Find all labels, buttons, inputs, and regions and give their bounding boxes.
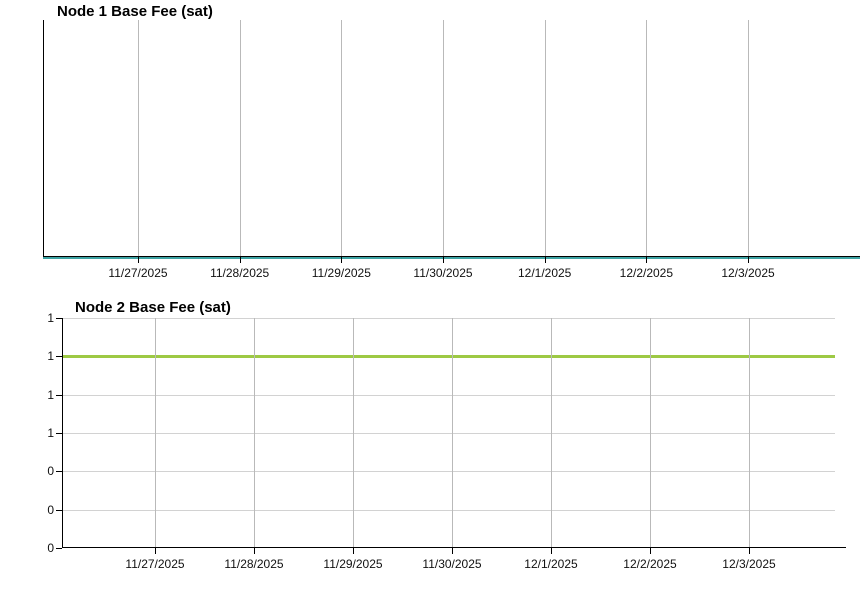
y-gridline: [62, 433, 835, 434]
x-gridline: [749, 318, 750, 548]
y-axis: [43, 20, 44, 257]
x-gridline: [748, 20, 750, 257]
x-gridline: [646, 20, 648, 257]
x-gridline: [551, 318, 552, 548]
y-tick-label: 1: [47, 426, 54, 440]
x-tick: [544, 257, 546, 263]
x-tick: [452, 548, 453, 554]
x-tick-label: 11/28/2025: [224, 557, 284, 571]
y-axis: [62, 318, 63, 548]
x-tick-label: 12/2/2025: [619, 266, 674, 280]
series-line-node-2-base-fee: [62, 354, 835, 358]
series-line-node-1-base-fee: [43, 255, 860, 259]
x-tick-label: 11/29/2025: [311, 266, 371, 280]
y-tick: [56, 433, 62, 434]
x-tick-label: 11/27/2025: [108, 266, 168, 280]
y-tick-label: 1: [47, 311, 54, 325]
x-tick-label: 12/3/2025: [722, 557, 776, 571]
y-tick-label: 1: [47, 349, 54, 364]
chart-title: Node 1 Base Fee (sat): [57, 3, 213, 20]
x-tick: [650, 548, 651, 554]
x-gridline: [138, 20, 139, 257]
y-tick-label: 0: [47, 541, 54, 555]
plot-area: 11/27/2025 11/28/2025 11/29/2025 11/30/2025…: [47, 311, 846, 571]
x-tick: [138, 257, 139, 263]
y-tick-label: 0: [47, 464, 54, 479]
chart-title: Node 2 Base Fee (sat): [75, 299, 231, 316]
x-tick: [254, 548, 255, 554]
x-axis: [62, 547, 846, 548]
x-tick-label: 11/29/2025: [323, 557, 383, 571]
node1-base-fee-chart: Node 1 Base Fee (sat) 11/27/2025 11/28/20…: [0, 0, 860, 295]
y-gridline: [62, 471, 835, 473]
x-tick: [749, 548, 750, 554]
x-tick-label: 11/28/2025: [210, 266, 270, 280]
x-tick: [646, 257, 648, 263]
plot-area: 11/27/2025 11/28/2025 11/29/2025 11/30/2025…: [43, 20, 860, 280]
x-tick: [353, 548, 354, 554]
x-tick: [551, 548, 552, 554]
x-gridline: [254, 318, 255, 548]
x-tick-label: 11/30/2025: [422, 557, 482, 571]
x-axis: [43, 256, 860, 257]
x-tick: [443, 257, 444, 263]
x-gridline: [239, 20, 241, 257]
y-tick-label: 0: [47, 502, 54, 517]
x-gridline: [452, 318, 453, 548]
x-tick-label: 11/30/2025: [413, 266, 473, 280]
x-tick-label: 12/2/2025: [623, 557, 677, 571]
x-tick-label: 11/27/2025: [125, 557, 185, 571]
x-gridline: [544, 20, 546, 257]
y-gridline: [62, 509, 835, 511]
x-tick: [341, 257, 343, 263]
x-tick-label: 12/1/2025: [524, 557, 578, 571]
x-tick: [239, 257, 241, 263]
x-tick: [155, 548, 156, 554]
y-tick: [56, 509, 62, 511]
x-gridline: [650, 318, 651, 548]
x-gridline: [341, 20, 343, 257]
x-gridline: [353, 318, 354, 548]
y-gridline: [62, 318, 835, 319]
x-tick-label: 12/1/2025: [517, 266, 572, 280]
y-tick: [56, 356, 62, 358]
node2-base-fee-chart: Node 2 Base Fee (sat) 11/27/2025 11/28/20…: [0, 295, 860, 600]
y-tick: [56, 394, 62, 396]
x-tick: [748, 257, 750, 263]
y-tick-label: 1: [47, 387, 54, 402]
y-tick: [56, 318, 62, 319]
x-gridline: [155, 318, 156, 548]
y-gridline: [62, 394, 835, 396]
y-tick: [56, 548, 62, 549]
x-gridline: [443, 20, 444, 257]
x-tick-label: 12/3/2025: [721, 266, 775, 280]
y-tick: [56, 471, 62, 473]
